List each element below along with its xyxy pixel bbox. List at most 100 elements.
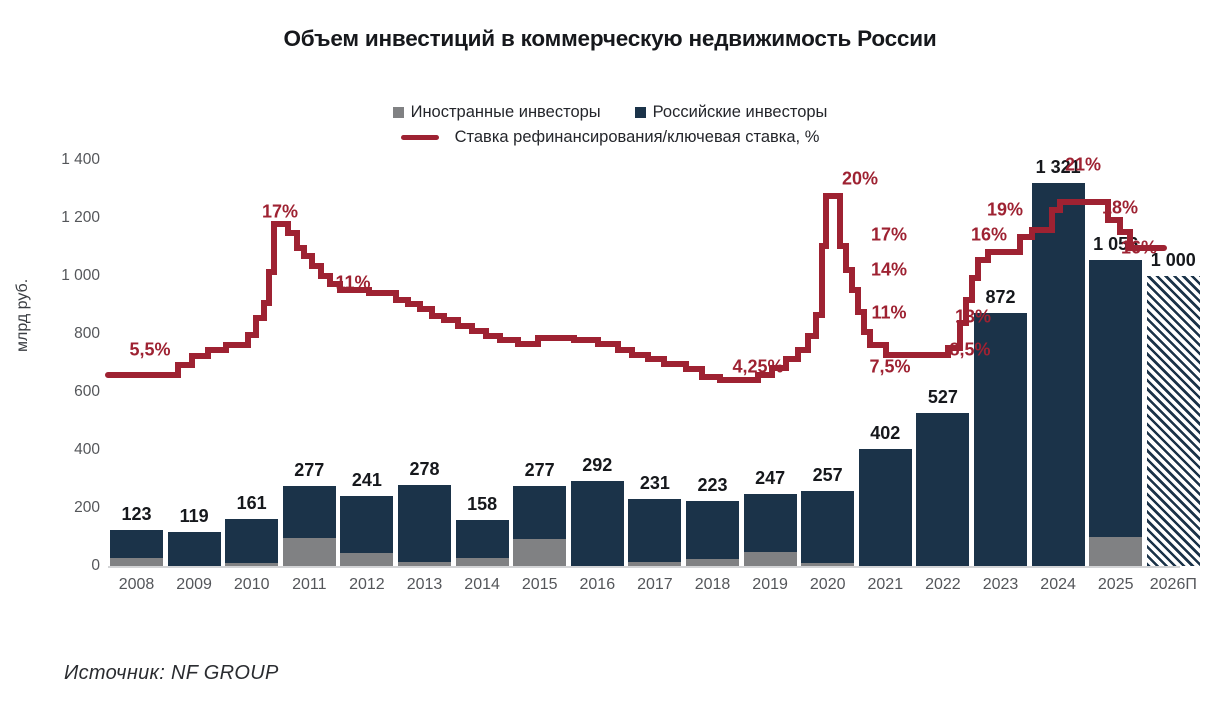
x-axis-label: 2018 bbox=[694, 576, 731, 593]
bar-segment-foreign bbox=[398, 562, 451, 566]
x-axis-label: 2025 bbox=[1097, 576, 1134, 593]
legend-label-domestic: Российские инвесторы bbox=[652, 103, 828, 121]
bar-group[interactable]: 292 bbox=[570, 160, 624, 566]
page-title: Объем инвестиций в коммерческую недвижим… bbox=[283, 26, 937, 51]
bar-group[interactable]: 158 bbox=[455, 160, 509, 566]
rate-annotations: 5,5% 17% 11% 4,25% 20% 17% 14% 11% 7,5% 8,5% 13% 16… bbox=[108, 155, 1180, 566]
rate-value-label: 18% bbox=[1101, 197, 1139, 218]
rate-value-label: 14% bbox=[870, 259, 908, 280]
bar-value-label: 527 bbox=[927, 387, 958, 408]
bar-segment-forecast bbox=[1146, 276, 1200, 566]
x-axis-baseline bbox=[108, 566, 1180, 568]
bar-segment-domestic bbox=[167, 531, 221, 566]
bar-value-label: 1 056 bbox=[1093, 233, 1139, 254]
bar-value-label: 231 bbox=[639, 473, 670, 494]
y-axis-tick: 0 bbox=[91, 557, 100, 574]
bar-segment-foreign bbox=[743, 552, 797, 566]
y-axis-tick: 200 bbox=[74, 499, 100, 516]
bar-value-label: 241 bbox=[351, 470, 382, 491]
bar-segment-foreign bbox=[282, 538, 336, 566]
rate-value-label: 7,5% bbox=[869, 356, 911, 377]
bar-value-label: 257 bbox=[812, 465, 843, 486]
bar-series: 123 119 161 277 241 278 158 277 292 231 223 247 257 4… bbox=[108, 157, 1200, 566]
rate-value-label: 13% bbox=[954, 306, 992, 327]
bar-group[interactable]: 241 bbox=[340, 160, 394, 566]
bar-group[interactable]: 161 bbox=[225, 160, 279, 566]
rate-value-label: 5,5% bbox=[129, 339, 171, 360]
y-axis-title: млрд руб. bbox=[14, 278, 31, 352]
bar-segment-foreign bbox=[110, 558, 163, 566]
legend-line-rate-icon bbox=[400, 135, 439, 140]
bar-value-label: 123 bbox=[121, 504, 152, 525]
x-axis-label: 2026П bbox=[1149, 576, 1197, 593]
bar-group[interactable]: 119 bbox=[167, 160, 221, 566]
bar-segment-foreign bbox=[628, 562, 682, 566]
legend-label-rate: Ставка рефинансирования/ключевая ставка,… bbox=[454, 128, 820, 146]
x-axis-label: 2013 bbox=[406, 576, 443, 593]
bar-segment-domestic bbox=[628, 499, 682, 563]
bar-segment-foreign bbox=[801, 562, 855, 566]
rate-value-label: 11% bbox=[871, 302, 907, 323]
bar-value-label: 1 000 bbox=[1150, 250, 1196, 270]
bar-value-label: 161 bbox=[236, 493, 267, 514]
bar-segment-domestic bbox=[340, 496, 394, 553]
bar-segment-domestic bbox=[513, 485, 567, 540]
bar-segment-domestic bbox=[1031, 182, 1085, 566]
y-axis-tick: 600 bbox=[74, 383, 100, 400]
x-axis-label: 2024 bbox=[1040, 576, 1076, 593]
bar-segment-foreign bbox=[686, 559, 739, 566]
bar-segment-domestic bbox=[801, 491, 855, 563]
x-axis-label: 2016 bbox=[579, 576, 616, 593]
x-axis-label: 2014 bbox=[464, 576, 500, 593]
x-axis-label: 2019 bbox=[752, 576, 788, 593]
legend-item-rate[interactable]: Ставка рефинансирования/ключевая ставка,… bbox=[400, 128, 820, 147]
bar-segment-domestic bbox=[1089, 259, 1143, 537]
bar-group[interactable]: 1 056 bbox=[1089, 160, 1143, 566]
bar-value-label: 247 bbox=[755, 468, 786, 489]
rate-value-label: 21% bbox=[1064, 154, 1102, 175]
x-axis-label: 2015 bbox=[521, 576, 558, 593]
x-axis-label: 2020 bbox=[809, 576, 846, 593]
legend-item-domestic[interactable]: Российские инвесторы bbox=[634, 103, 828, 122]
bar-segment-foreign bbox=[1089, 537, 1143, 566]
bar-group[interactable]: 527 bbox=[916, 160, 970, 566]
bar-group[interactable]: 1 321 bbox=[1031, 157, 1085, 566]
bar-group[interactable]: 277 bbox=[513, 160, 567, 566]
bar-group[interactable]: 402 bbox=[858, 160, 912, 566]
y-axis-ticks: 0 200 400 600 800 1 000 1 200 1 400 bbox=[34, 151, 100, 574]
bar-segment-domestic bbox=[916, 413, 970, 566]
bar-group[interactable]: 231 bbox=[628, 160, 682, 566]
bar-group[interactable]: 278 bbox=[398, 160, 451, 566]
y-axis-tick: 400 bbox=[74, 441, 100, 458]
x-axis-label: 2010 bbox=[233, 576, 270, 593]
bar-segment-domestic bbox=[398, 485, 451, 563]
rate-value-label: 16% bbox=[970, 224, 1008, 245]
x-axis-label: 2008 bbox=[118, 576, 155, 593]
rate-value-label: 17% bbox=[261, 201, 299, 222]
bar-group[interactable]: 223 bbox=[686, 160, 739, 566]
bar-value-label: 119 bbox=[179, 505, 209, 526]
bar-segment-domestic bbox=[743, 494, 797, 553]
bar-segment-domestic bbox=[570, 481, 624, 566]
rate-value-label: 11% bbox=[335, 272, 371, 293]
legend-item-foreign[interactable]: Иностранные инвесторы bbox=[392, 103, 601, 122]
bar-segment-domestic bbox=[974, 313, 1027, 566]
source-note: Источник: NF GROUP bbox=[64, 662, 279, 684]
bar-segment-foreign bbox=[340, 552, 394, 566]
bar-value-label: 292 bbox=[582, 455, 613, 476]
bar-segment-foreign bbox=[455, 558, 509, 566]
bar-group[interactable]: 123 bbox=[110, 160, 163, 566]
rate-value-label: 20% bbox=[841, 168, 879, 189]
bar-group[interactable]: 257 bbox=[801, 160, 855, 566]
bar-value-label: 872 bbox=[985, 287, 1016, 308]
bar-group[interactable]: 247 bbox=[743, 160, 797, 566]
bar-value-label: 277 bbox=[294, 459, 325, 480]
bar-group[interactable]: 277 bbox=[282, 160, 336, 566]
bar-group[interactable]: 1 000 bbox=[1146, 160, 1200, 566]
bar-group[interactable]: 872 bbox=[974, 160, 1027, 566]
y-axis-tick: 1 200 bbox=[61, 209, 100, 226]
rate-value-label: 16% bbox=[1120, 237, 1158, 258]
rate-value-label: 17% bbox=[870, 224, 908, 245]
x-axis-label: 2017 bbox=[637, 576, 673, 593]
rate-line-chart bbox=[105, 193, 1167, 383]
